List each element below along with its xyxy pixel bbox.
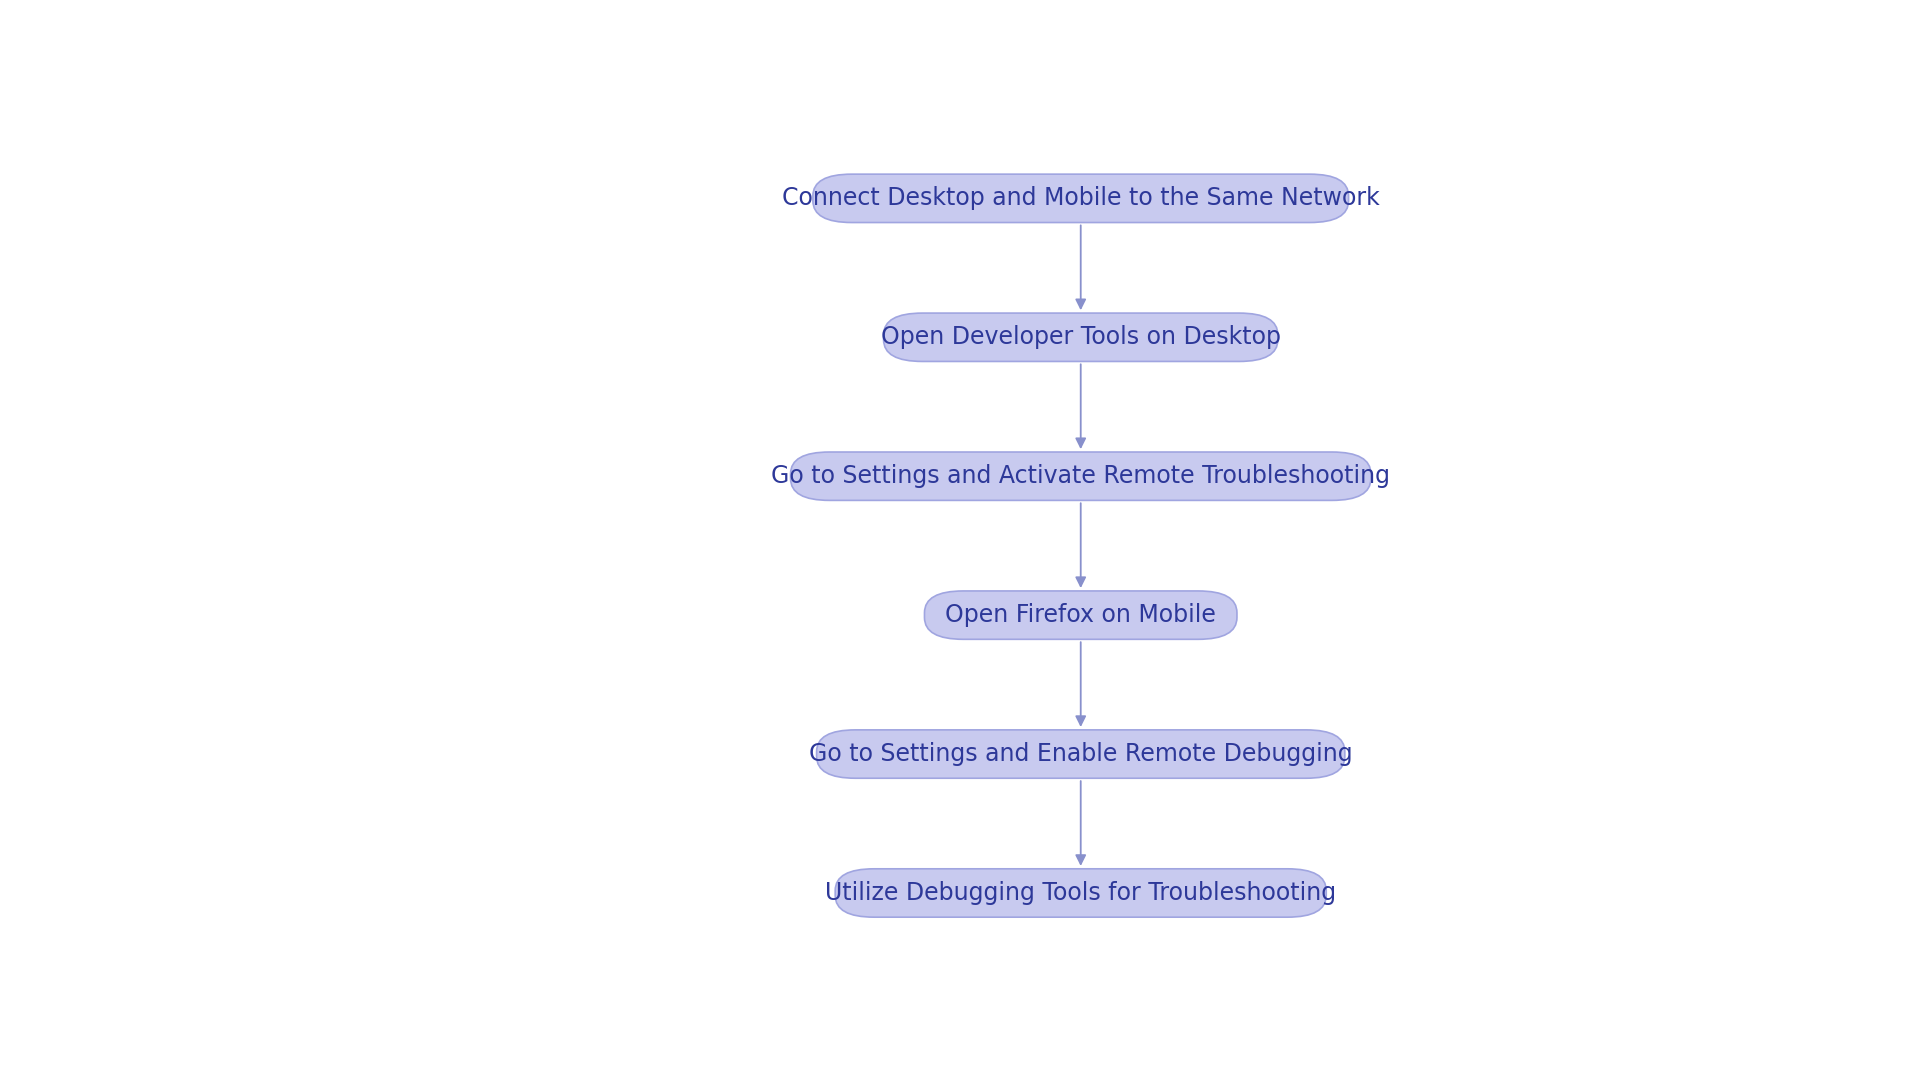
FancyBboxPatch shape bbox=[835, 869, 1327, 917]
FancyBboxPatch shape bbox=[791, 452, 1371, 500]
Text: Open Developer Tools on Desktop: Open Developer Tools on Desktop bbox=[881, 325, 1281, 350]
FancyBboxPatch shape bbox=[812, 174, 1348, 222]
Text: Go to Settings and Enable Remote Debugging: Go to Settings and Enable Remote Debuggi… bbox=[808, 742, 1352, 766]
Text: Utilize Debugging Tools for Troubleshooting: Utilize Debugging Tools for Troubleshoot… bbox=[826, 880, 1336, 905]
Text: Open Firefox on Mobile: Open Firefox on Mobile bbox=[945, 603, 1215, 627]
FancyBboxPatch shape bbox=[924, 591, 1236, 639]
Text: Connect Desktop and Mobile to the Same Network: Connect Desktop and Mobile to the Same N… bbox=[781, 186, 1380, 210]
FancyBboxPatch shape bbox=[816, 730, 1344, 779]
Text: Go to Settings and Activate Remote Troubleshooting: Go to Settings and Activate Remote Troub… bbox=[772, 465, 1390, 488]
FancyBboxPatch shape bbox=[883, 313, 1279, 362]
